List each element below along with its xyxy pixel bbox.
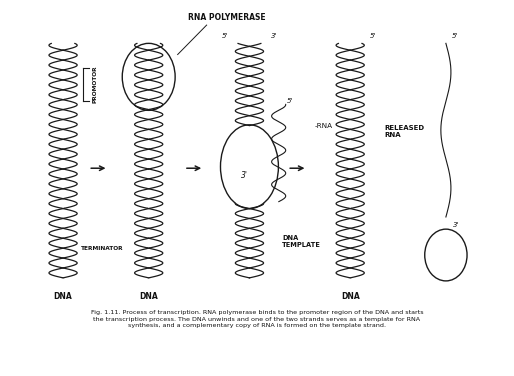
Text: 3': 3' xyxy=(453,221,460,227)
Text: DNA: DNA xyxy=(341,292,360,301)
Text: 5': 5' xyxy=(222,33,228,39)
Text: 5': 5' xyxy=(452,33,458,39)
Text: Fig. 1.11. Process of transcription. RNA polymerase binds to the promoter region: Fig. 1.11. Process of transcription. RNA… xyxy=(90,310,424,329)
Text: 5': 5' xyxy=(371,33,377,39)
Text: PROMOTOR: PROMOTOR xyxy=(93,66,97,103)
Text: DNA: DNA xyxy=(53,292,72,301)
Text: TERMINATOR: TERMINATOR xyxy=(81,246,124,252)
Text: RELEASED
RNA: RELEASED RNA xyxy=(384,125,425,138)
Text: RNA POLYMERASE: RNA POLYMERASE xyxy=(188,13,266,22)
Text: -RNA: -RNA xyxy=(315,123,333,129)
Text: 3': 3' xyxy=(241,171,248,180)
Text: 5': 5' xyxy=(287,98,293,104)
Text: DNA
TEMPLATE: DNA TEMPLATE xyxy=(282,235,321,248)
Text: 3': 3' xyxy=(271,33,278,39)
Text: DNA: DNA xyxy=(139,292,158,301)
